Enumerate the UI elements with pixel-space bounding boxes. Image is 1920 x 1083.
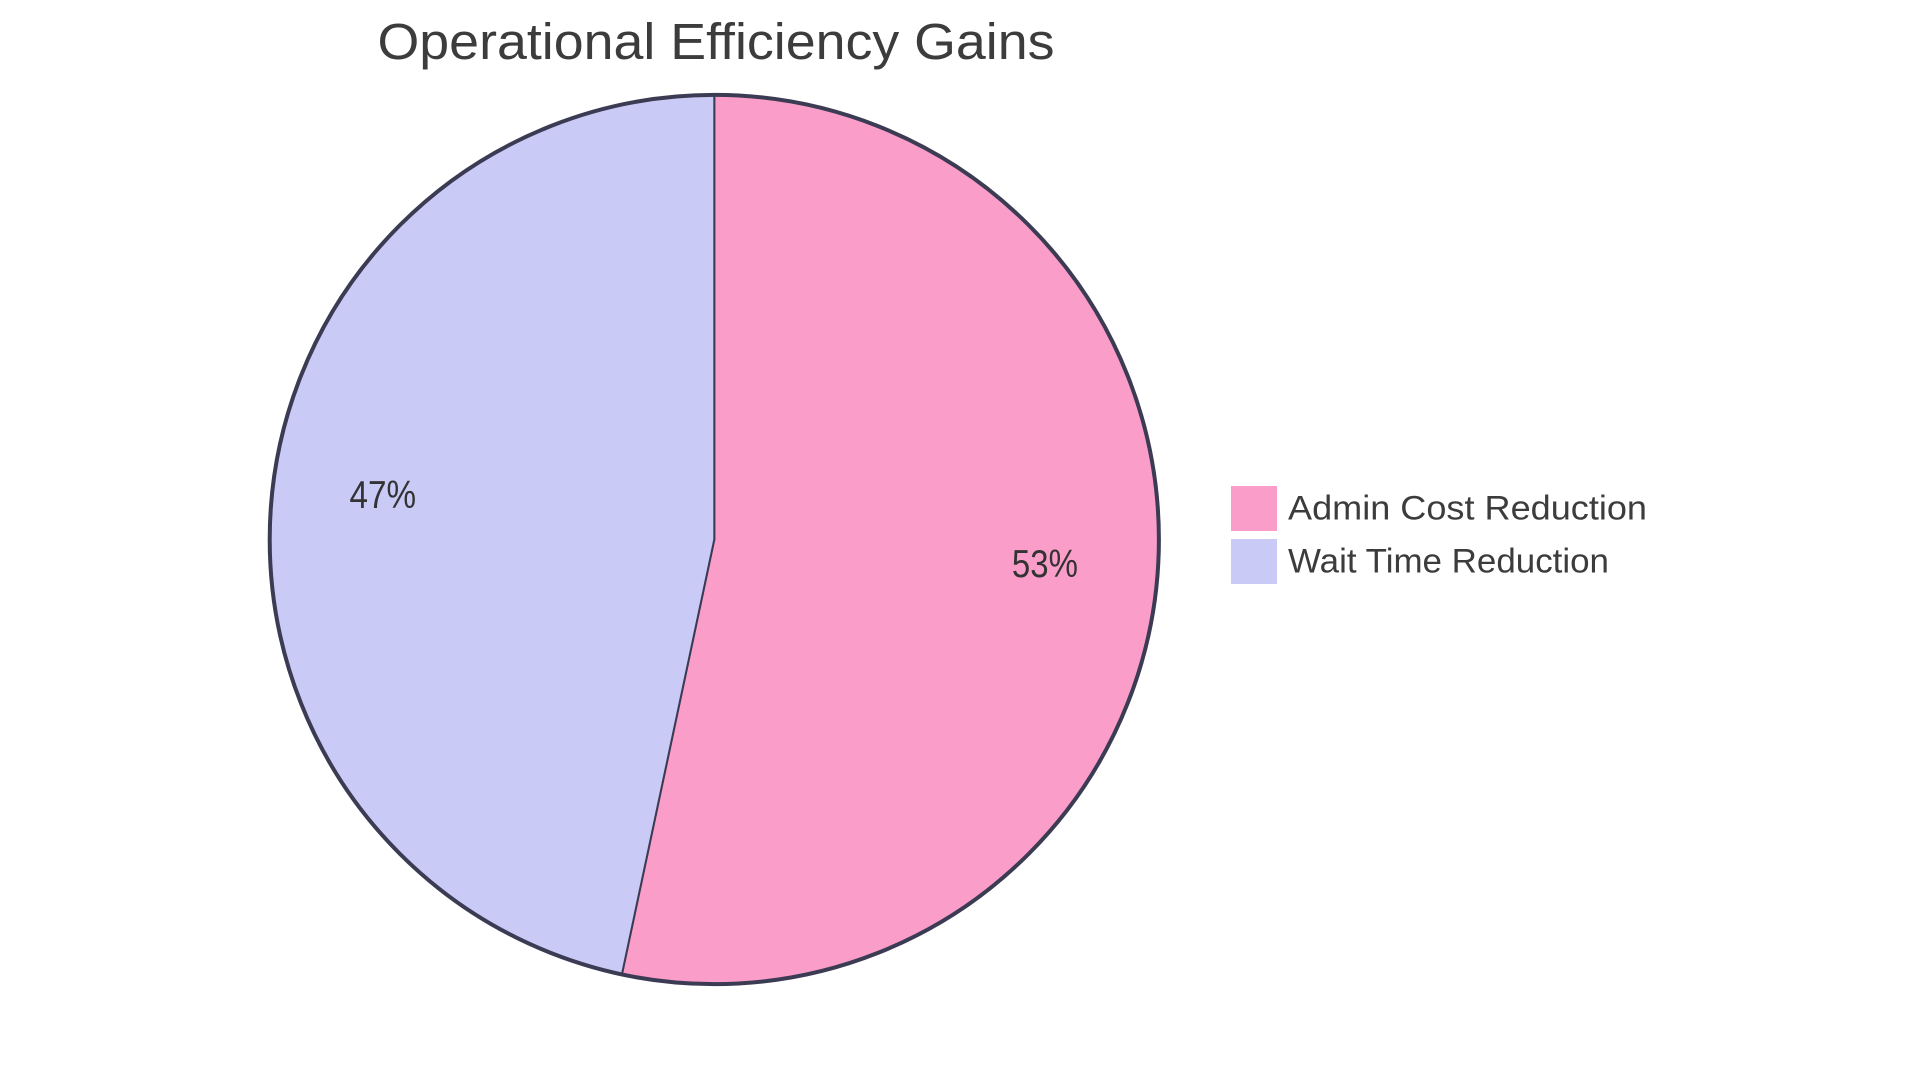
svg-text:Admin Cost Reduction: Admin Cost Reduction xyxy=(1288,490,1647,528)
svg-text:Operational Efficiency Gains: Operational Efficiency Gains xyxy=(378,13,1055,70)
svg-text:47%: 47% xyxy=(350,474,417,517)
svg-text:53%: 53% xyxy=(1012,543,1078,586)
svg-text:Wait Time Reduction: Wait Time Reduction xyxy=(1288,543,1609,581)
